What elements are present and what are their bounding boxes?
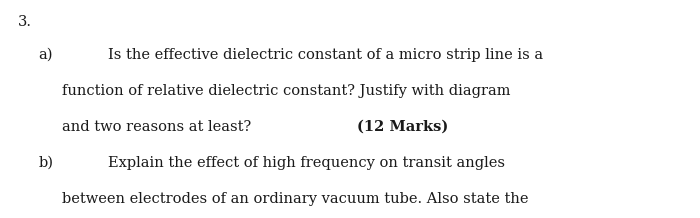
Text: function of relative dielectric constant? Justify with diagram: function of relative dielectric constant… — [62, 84, 510, 98]
Text: Explain the effect of high frequency on transit angles: Explain the effect of high frequency on … — [108, 156, 505, 170]
Text: Is the effective dielectric constant of a micro strip line is a: Is the effective dielectric constant of … — [108, 48, 544, 62]
Text: a): a) — [38, 48, 53, 62]
Text: and two reasons at least?: and two reasons at least? — [62, 120, 251, 134]
Text: 3.: 3. — [18, 15, 32, 29]
Text: (12 Marks): (12 Marks) — [357, 120, 448, 134]
Text: between electrodes of an ordinary vacuum tube. Also state the: between electrodes of an ordinary vacuum… — [62, 192, 528, 206]
Text: b): b) — [38, 156, 53, 170]
